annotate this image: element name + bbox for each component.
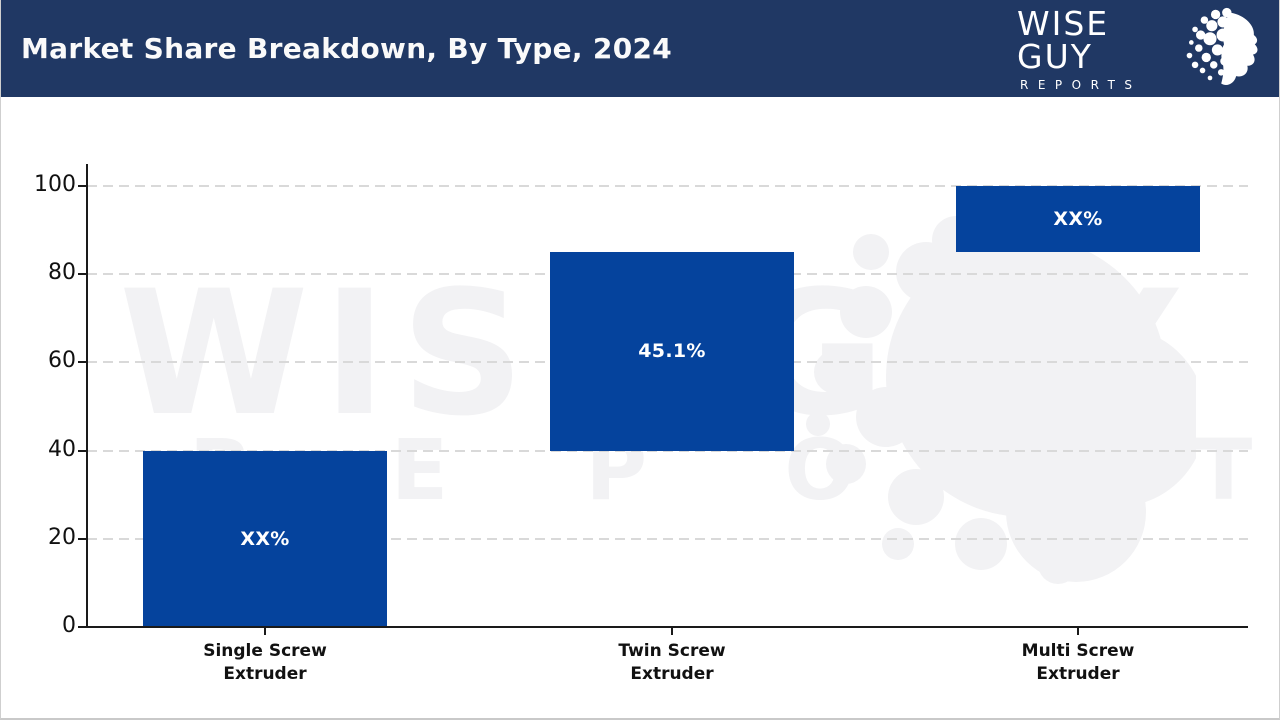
y-axis-tick-40 xyxy=(78,449,87,452)
gridline-40 xyxy=(87,449,1248,452)
y-axis-tick-100 xyxy=(78,185,87,187)
gridline-20 xyxy=(87,537,1248,540)
bar-value-label: XX% xyxy=(240,527,290,550)
wiseguy-logo: WISE GUY REPORTS xyxy=(1017,7,1267,92)
gridline-100 xyxy=(87,185,1248,187)
y-axis-label-0: 0 xyxy=(62,613,76,638)
y-axis-label-80: 80 xyxy=(48,260,76,286)
y-axis-label-40: 40 xyxy=(48,436,76,462)
x-axis-category-label: Multi Screw Extruder xyxy=(1021,641,1135,684)
y-axis-line xyxy=(86,164,88,628)
logo-subtitle: REPORTS xyxy=(1020,77,1142,92)
x-axis-category-label: Single Screw Extruder xyxy=(203,641,327,684)
bar-value-label: 45.1% xyxy=(638,340,706,363)
y-axis-tick-60 xyxy=(78,361,87,364)
x-axis-category-label: Twin Screw Extruder xyxy=(618,641,726,684)
logo-head-icon xyxy=(1186,7,1258,85)
logo-text: WISE GUY REPORTS xyxy=(1017,7,1179,92)
bar-value-label: XX% xyxy=(1053,207,1103,230)
bar-multi-screw-extruder: XX% xyxy=(956,186,1200,252)
x-axis-tick-2 xyxy=(1077,627,1079,635)
bar-single-screw-extruder: XX% xyxy=(143,450,387,627)
x-axis-line xyxy=(86,626,1248,628)
x-axis-tick-1 xyxy=(671,627,673,635)
watermark-head-icon xyxy=(806,212,1196,584)
y-axis-label-100: 100 xyxy=(34,172,76,197)
header-bar: Market Share Breakdown, By Type, 2024 WI… xyxy=(1,0,1279,97)
y-axis-label-20: 20 xyxy=(48,524,76,550)
y-axis-tick-0 xyxy=(78,626,87,628)
y-axis-label-60: 60 xyxy=(48,348,76,374)
bar-twin-screw-extruder: 45.1% xyxy=(550,251,794,451)
logo-wordmark: WISE GUY xyxy=(1017,3,1110,76)
page-title: Market Share Breakdown, By Type, 2024 xyxy=(21,32,673,65)
x-axis-tick-0 xyxy=(264,627,266,635)
y-axis-tick-20 xyxy=(78,537,87,540)
y-axis-tick-80 xyxy=(78,273,87,276)
